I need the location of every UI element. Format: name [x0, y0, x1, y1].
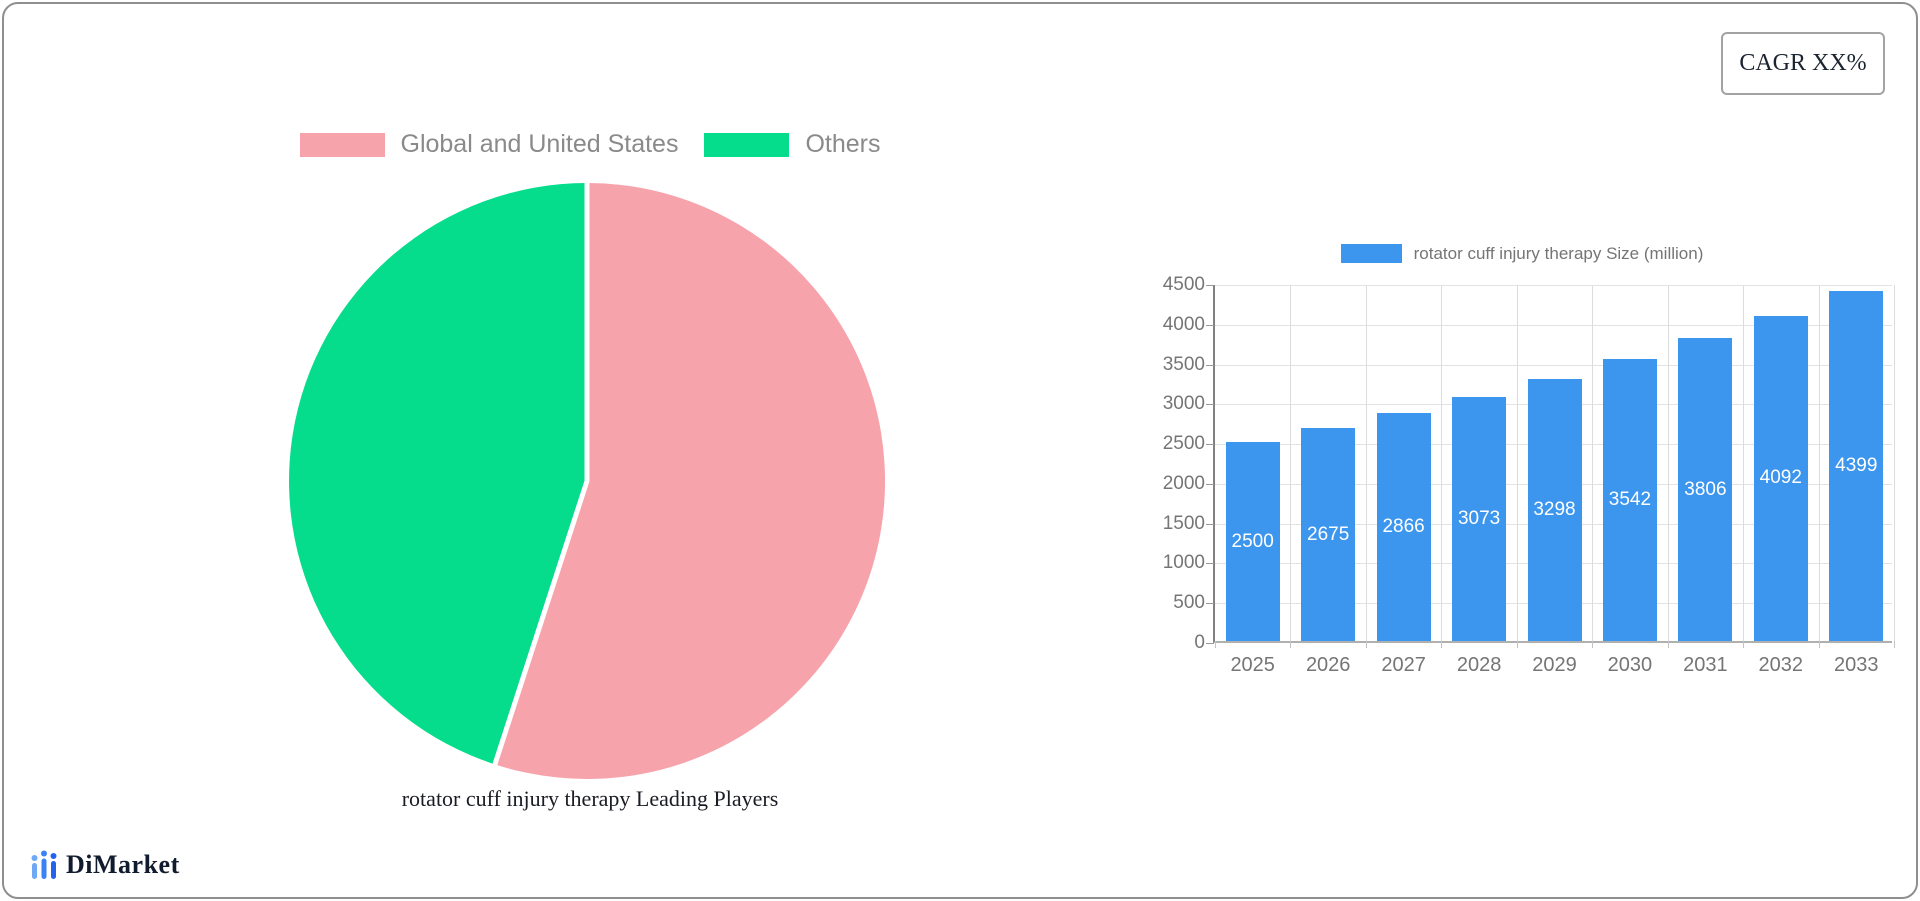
y-axis-tick-label: 3000 [1162, 393, 1205, 415]
x-axis-tick [1215, 641, 1216, 648]
pie-legend-label: Others [805, 130, 881, 158]
h-gridline [1215, 364, 1892, 366]
bar-plot-area: 2025 2026 2027 2028 2029 2030 2031 2032 2033 0 50… [1163, 274, 1895, 676]
bar-2026[interactable]: 2675 [1301, 428, 1356, 641]
bar-value-label: 3806 [1684, 478, 1727, 500]
h-gridline [1215, 285, 1892, 286]
v-gridline [1818, 285, 1820, 641]
brand-name: DiMarket [66, 850, 180, 879]
pie-panel: Global and United States Others rotator … [0, 132, 1180, 811]
y-axis-tick [1206, 285, 1214, 286]
bar-value-label: 2866 [1382, 516, 1425, 537]
bar-legend-label: rotator cuff injury therapy Size (millio… [1413, 243, 1704, 263]
bar-legend[interactable]: rotator cuff injury therapy Size (millio… [1152, 243, 1892, 263]
bar-chart-panel: rotator cuff injury therapy Size (millio… [1152, 243, 1895, 676]
y-axis-tick [1206, 563, 1214, 565]
y-axis-tick-label: 500 [1173, 592, 1205, 614]
bar-2025[interactable]: 2500 [1225, 442, 1280, 641]
x-axis-tick [1592, 641, 1594, 648]
y-axis-tick [1206, 523, 1214, 525]
bar-2027[interactable]: 2866 [1376, 413, 1431, 641]
brand-logo: DiMarket [30, 849, 180, 881]
y-axis-tick-label: 1500 [1162, 512, 1205, 534]
pie-legend-item-others[interactable]: Others [704, 130, 881, 158]
cagr-badge-label: CAGR XX% [1739, 50, 1867, 76]
x-axis-tick [1894, 641, 1895, 648]
y-axis-tick-label: 4000 [1162, 313, 1205, 335]
bar-2033[interactable]: 4399 [1829, 291, 1884, 641]
x-axis-tick [1516, 641, 1518, 648]
bar-2032[interactable]: 4092 [1753, 315, 1808, 641]
v-gridline [1592, 285, 1594, 641]
bar-2030[interactable]: 3542 [1602, 359, 1657, 641]
pie-legend-label: Global and United States [400, 130, 679, 158]
x-axis-tick [1290, 641, 1292, 648]
v-gridline [1667, 285, 1669, 641]
bar-value-label: 4399 [1835, 455, 1878, 476]
cagr-badge: CAGR XX% [1721, 32, 1885, 95]
x-axis-tick-label: 2029 [1532, 654, 1577, 676]
x-axis-tick-label: 2031 [1683, 654, 1728, 676]
x-axis-tick [1441, 641, 1443, 648]
y-axis-tick [1206, 324, 1214, 326]
h-gridline [1215, 324, 1892, 326]
bar-value-label: 2675 [1307, 523, 1350, 545]
v-gridline [1365, 285, 1367, 641]
x-axis-tick-label: 2026 [1305, 654, 1351, 676]
bar-value-label: 4092 [1759, 467, 1802, 489]
x-axis-tick-label: 2025 [1230, 654, 1275, 676]
x-axis-tick-label: 2028 [1456, 654, 1502, 676]
bar-legend-swatch [1340, 243, 1402, 263]
y-axis-tick-label: 3500 [1162, 353, 1205, 375]
bar-value-label: 3298 [1533, 498, 1576, 520]
pie-legend-swatch [299, 132, 385, 157]
dimarket-logo-icon [31, 850, 57, 879]
bar-2029[interactable]: 3298 [1527, 378, 1582, 641]
pie-chart[interactable] [287, 181, 887, 781]
pie-caption: rotator cuff injury therapy Leading Play… [401, 786, 779, 811]
bar-value-label: 2500 [1231, 530, 1274, 552]
y-axis-tick-label: 0 [1194, 632, 1205, 653]
x-axis-tick-label: 2033 [1834, 654, 1879, 676]
v-gridline [1290, 285, 1292, 641]
y-axis-tick [1206, 364, 1214, 366]
x-axis-tick-label: 2030 [1607, 654, 1653, 676]
pie-legend: Global and United States Others [0, 132, 1180, 157]
v-gridline [1894, 285, 1895, 641]
y-axis-tick [1206, 603, 1214, 605]
y-axis-tick-label: 2000 [1162, 472, 1205, 494]
pie-legend-item-global-us[interactable]: Global and United States [299, 130, 679, 158]
bar-value-label: 3542 [1608, 489, 1652, 511]
bar-2028[interactable]: 3073 [1452, 396, 1507, 641]
y-axis-tick-label: 4500 [1162, 274, 1205, 295]
x-axis-tick [1667, 641, 1669, 648]
v-gridline [1743, 285, 1745, 641]
x-axis-tick [1365, 641, 1367, 648]
bar-2031[interactable]: 3806 [1678, 338, 1733, 641]
v-gridline [1516, 285, 1518, 641]
y-axis-tick-label: 2500 [1162, 433, 1205, 455]
pie-slice-0[interactable] [494, 183, 886, 779]
bar-x-axis-labels: 2025 2026 2027 2028 2029 2030 2031 2032 2033 [1215, 641, 1892, 676]
y-axis-tick [1206, 643, 1214, 644]
pie-slice-1[interactable] [289, 183, 587, 765]
x-axis-tick [1818, 641, 1820, 648]
pie-legend-swatch [704, 132, 790, 157]
y-axis-tick [1206, 404, 1214, 406]
v-gridline [1441, 285, 1443, 641]
y-axis-tick-label: 1000 [1162, 552, 1205, 574]
y-axis-tick [1206, 483, 1214, 485]
pie-slice-divider [492, 478, 590, 767]
bar-value-label: 3073 [1457, 507, 1501, 529]
y-axis-tick [1206, 444, 1214, 446]
x-axis-tick-label: 2032 [1758, 654, 1804, 676]
x-axis-tick [1743, 641, 1745, 648]
x-axis-tick-label: 2027 [1381, 654, 1426, 676]
